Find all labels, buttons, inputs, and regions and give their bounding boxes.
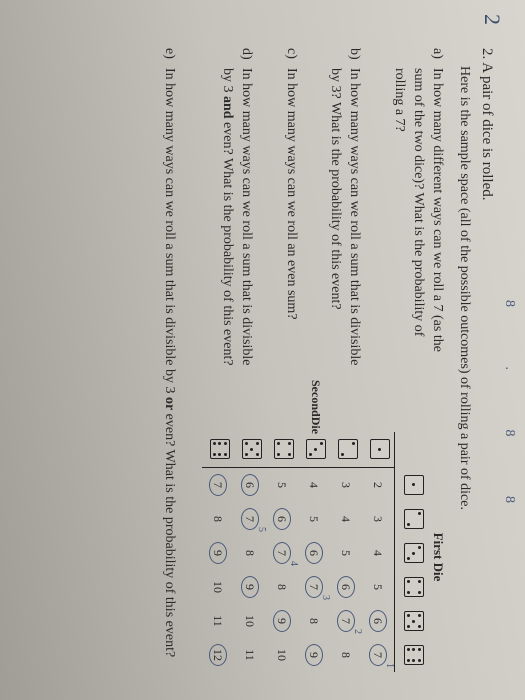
sum-cell: 8 — [234, 536, 266, 570]
die-face-icon — [242, 439, 262, 459]
sum-cell: 8 — [330, 638, 362, 672]
sum-cell: 5 — [330, 536, 362, 570]
sub-a: a) In how many different ways can we rol… — [389, 48, 446, 368]
sum-cell: 7 — [202, 468, 234, 503]
die-face-icon — [274, 439, 294, 459]
col-header-die — [395, 468, 429, 503]
sum-cell: 8 — [202, 502, 234, 536]
sum-cell: 5 — [362, 570, 395, 604]
question-line: 2. A pair of dice is rolled. — [478, 48, 495, 672]
sub-d: d) In how many ways can we roll a sum th… — [217, 48, 255, 368]
sub-text: In how many ways can we roll a sum that … — [217, 68, 255, 368]
col-header-die — [395, 570, 429, 604]
sum-cell: 8 — [266, 570, 298, 604]
col-header-die — [395, 604, 429, 638]
row-header-die — [202, 432, 234, 468]
col-header-die — [395, 536, 429, 570]
sum-cell: 12 — [202, 638, 234, 672]
row-header-die — [234, 432, 266, 468]
sub-label: d) — [217, 48, 255, 68]
die-face-icon — [404, 645, 424, 665]
die-face-icon — [370, 439, 390, 459]
sum-cell: 10 — [266, 638, 298, 672]
handwritten-top-scribbles: 8 . 8 8 — [501, 300, 517, 531]
handwritten-question-number: 2 — [479, 14, 505, 25]
sum-cell: 7 — [362, 638, 395, 672]
sum-cell: 7 — [234, 502, 266, 536]
sum-cell: 6 — [330, 570, 362, 604]
row-header-die — [298, 432, 330, 468]
intro-text: Here is the sample space (all of the pos… — [456, 66, 472, 672]
die-face-icon — [404, 475, 424, 495]
die-face-icon — [338, 439, 358, 459]
sum-cell: 10 — [234, 604, 266, 638]
sum-cell: 9 — [266, 604, 298, 638]
sum-cell: 7 — [266, 536, 298, 570]
row-header-die — [330, 432, 362, 468]
die-face-icon — [404, 543, 424, 563]
sum-cell: 7 — [298, 570, 330, 604]
sub-label: b) — [326, 48, 364, 68]
sum-cell: 4 — [362, 536, 395, 570]
col-header-die — [395, 502, 429, 536]
col-header-die — [395, 638, 429, 672]
row-header-die — [266, 432, 298, 468]
sum-cell: 3 — [362, 502, 395, 536]
row-header-die — [362, 432, 395, 468]
sum-cell: 9 — [298, 638, 330, 672]
sample-space-table-area: First Die SecondDie 23456734567845678956… — [191, 382, 446, 672]
sub-c: c) In how many ways can we roll an even … — [281, 48, 300, 368]
sub-b: b) In how many ways can we roll a sum th… — [326, 48, 364, 368]
sum-cell: 5 — [266, 468, 298, 503]
sub-label: a) — [389, 48, 446, 68]
sub-text: In how many ways can we roll a sum that … — [161, 68, 177, 657]
sub-label: c) — [281, 48, 300, 68]
die-face-icon — [404, 509, 424, 529]
die-face-icon — [210, 439, 230, 459]
sub-questions: a) In how many different ways can we rol… — [191, 48, 446, 368]
first-die-label: First Die — [430, 442, 446, 672]
die-face-icon — [404, 577, 424, 597]
sub-text: In how many different ways can we roll a… — [389, 68, 446, 368]
sum-cell: 4 — [298, 468, 330, 503]
sum-cell: 6 — [266, 502, 298, 536]
sum-cell: 11 — [202, 604, 234, 638]
body-row: a) In how many different ways can we rol… — [191, 48, 446, 672]
sub-text: In how many ways can we roll a sum that … — [326, 68, 364, 368]
sum-cell: 7 — [330, 604, 362, 638]
question-number: 2. — [479, 48, 495, 59]
sub-text: In how many ways can we roll an even sum… — [281, 68, 300, 368]
main-question-text: A pair of dice is rolled. — [479, 62, 495, 200]
sum-cell: 8 — [298, 604, 330, 638]
sum-cell: 9 — [202, 536, 234, 570]
die-face-icon — [306, 439, 326, 459]
sum-cell: 10 — [202, 570, 234, 604]
sum-cell: 2 — [362, 468, 395, 503]
sum-cell: 9 — [234, 570, 266, 604]
sum-cell: 6 — [234, 468, 266, 503]
die-face-icon — [404, 611, 424, 631]
sum-cell: 6 — [298, 536, 330, 570]
worksheet-page: 2 8 . 8 8 2. A pair of dice is rolled. H… — [0, 0, 525, 700]
second-die-label: SecondDie — [202, 382, 428, 432]
sum-cell: 11 — [234, 638, 266, 672]
sum-cell: 3 — [330, 468, 362, 503]
sum-cell: 4 — [330, 502, 362, 536]
dice-sum-table: 2345673456784567895678910678910117891011… — [202, 432, 428, 672]
sub-label: e) — [161, 48, 177, 68]
sum-cell: 6 — [362, 604, 395, 638]
sub-e: e) In how many ways can we roll a sum th… — [161, 48, 177, 672]
sum-cell: 5 — [298, 502, 330, 536]
